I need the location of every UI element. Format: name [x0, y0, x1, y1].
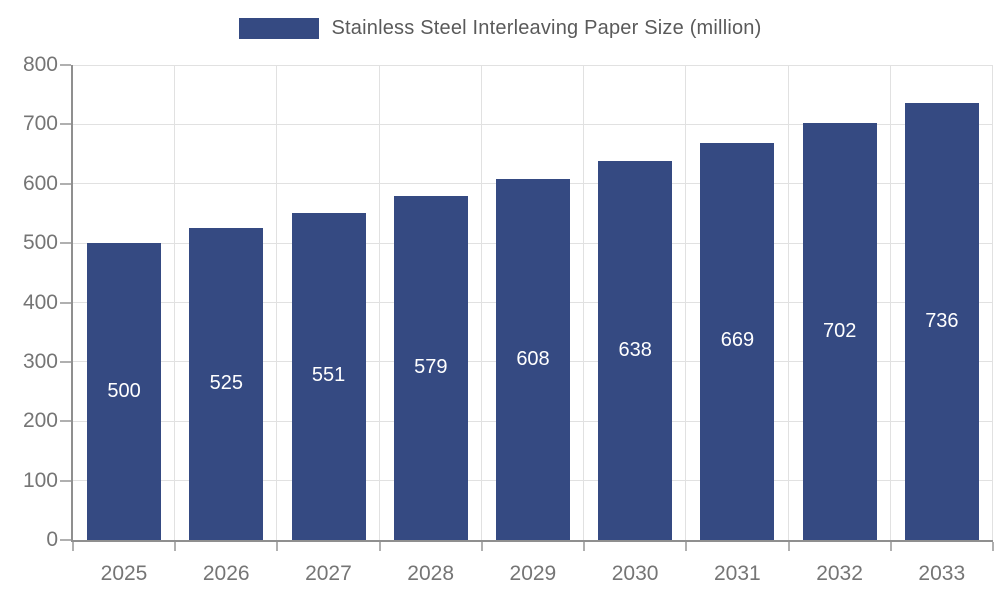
y-axis-tick-label: 800 [22, 53, 58, 76]
bar-2026[interactable]: 525 [189, 228, 264, 540]
x-axis-tick-label: 2032 [816, 562, 863, 585]
x-axis-tick [583, 542, 586, 551]
x-axis-tick [787, 542, 790, 551]
x-gridline [174, 65, 176, 540]
x-axis-tick-label: 2025 [100, 562, 148, 585]
x-axis-tick-label: 2030 [611, 562, 659, 585]
bar-value-label: 608 [516, 347, 550, 370]
bar-2025[interactable]: 500 [87, 243, 162, 540]
bar-value-label: 551 [311, 364, 346, 387]
legend-label: Stainless Steel Interleaving Paper Size … [331, 17, 762, 39]
x-gridline [276, 65, 278, 540]
y-axis-tick [60, 242, 71, 245]
bar-2032[interactable]: 702 [802, 123, 877, 540]
x-axis-tick-label: 2027 [305, 562, 352, 585]
x-axis-tick-label: 2026 [202, 562, 250, 585]
x-axis-tick [992, 542, 994, 551]
x-axis-tick [174, 542, 177, 551]
x-axis-tick-label: 2031 [713, 562, 761, 585]
y-axis-tick-label: 700 [22, 112, 58, 136]
x-axis-tick-label: 2033 [918, 562, 966, 585]
y-axis-tick-label: 500 [22, 231, 58, 255]
x-gridline [583, 65, 585, 540]
bar-value-label: 702 [822, 319, 857, 342]
x-gridline [992, 65, 993, 540]
y-axis-tick [60, 123, 71, 126]
x-gridline [378, 65, 380, 540]
x-axis-tick-label: 2028 [407, 562, 455, 585]
x-axis-tick [378, 542, 381, 551]
bar-2033[interactable]: 736 [904, 103, 979, 540]
y-axis-tick [60, 64, 71, 66]
x-axis-tick [276, 542, 279, 551]
bar-2027[interactable]: 551 [291, 212, 366, 540]
bar-2030[interactable]: 638 [598, 161, 673, 540]
y-gridline [73, 123, 993, 125]
bar-2029[interactable]: 608 [496, 179, 570, 540]
y-axis-tick-label: 0 [46, 528, 58, 551]
bar-2031[interactable]: 669 [700, 142, 775, 540]
legend-swatch [238, 18, 319, 39]
y-axis-tick-label: 400 [22, 290, 58, 314]
x-axis-tick [480, 542, 483, 551]
y-axis-tick-label: 600 [22, 171, 58, 195]
x-axis-tick [889, 542, 892, 551]
y-axis-tick-label: 200 [22, 409, 58, 433]
y-axis-tick [60, 420, 71, 423]
y-axis-tick [60, 182, 71, 185]
bar-value-label: 638 [618, 338, 652, 361]
x-gridline [787, 65, 789, 540]
bar-value-label: 579 [414, 356, 448, 379]
bar-value-label: 669 [720, 329, 755, 352]
y-gridline [73, 64, 993, 66]
y-axis-tick [60, 301, 71, 304]
y-axis-tick [60, 479, 71, 482]
y-axis-tick [60, 539, 71, 541]
bar-value-label: 525 [209, 372, 244, 395]
bar-value-label: 736 [925, 309, 959, 332]
x-axis-tick-label: 2029 [509, 562, 557, 585]
x-axis-tick [685, 542, 688, 551]
x-gridline [685, 65, 687, 540]
legend-item[interactable]: Stainless Steel Interleaving Paper Size … [0, 17, 1000, 40]
plot-area: 0 100 200 300 400 500 600 700 800 2025 2026 2027 202… [23, 54, 994, 585]
x-axis-tick [72, 542, 74, 551]
y-axis-tick-label: 100 [22, 468, 58, 492]
y-axis-tick-label: 300 [22, 349, 58, 373]
x-gridline [480, 65, 482, 540]
bar-2028[interactable]: 579 [393, 196, 468, 540]
bar-value-label: 500 [107, 379, 141, 402]
x-gridline [889, 65, 891, 540]
y-axis-tick [60, 360, 71, 363]
